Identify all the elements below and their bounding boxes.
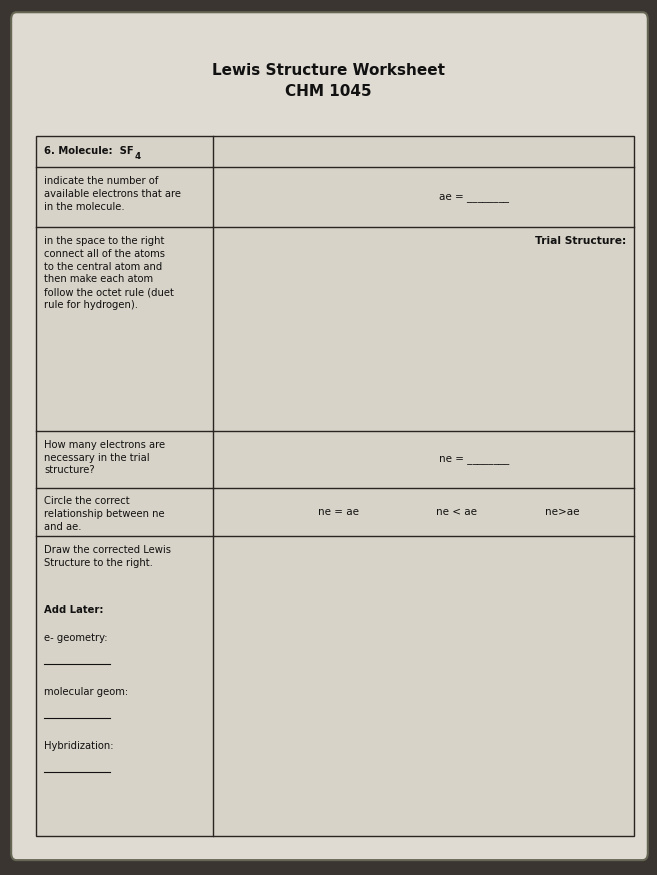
FancyBboxPatch shape xyxy=(11,12,648,860)
Text: ne < ae: ne < ae xyxy=(436,507,478,517)
Text: 6. Molecule:  SF: 6. Molecule: SF xyxy=(44,146,133,157)
Text: ne>ae: ne>ae xyxy=(545,507,579,517)
Text: e- geometry:: e- geometry: xyxy=(44,633,108,643)
Text: How many electrons are
necessary in the trial
structure?: How many electrons are necessary in the … xyxy=(44,440,165,475)
Text: ne = ________: ne = ________ xyxy=(439,454,509,465)
Text: 4: 4 xyxy=(135,152,141,161)
Text: CHM 1045: CHM 1045 xyxy=(285,83,372,99)
Text: Trial Structure:: Trial Structure: xyxy=(535,236,626,246)
Text: Add Later:: Add Later: xyxy=(44,605,104,614)
Text: Lewis Structure Worksheet: Lewis Structure Worksheet xyxy=(212,62,445,78)
Text: in the space to the right
connect all of the atoms
to the central atom and
then : in the space to the right connect all of… xyxy=(44,236,174,310)
Text: Circle the correct
relationship between ne
and ae.: Circle the correct relationship between … xyxy=(44,496,165,532)
Text: molecular geom:: molecular geom: xyxy=(44,687,128,697)
Text: ne = ae: ne = ae xyxy=(319,507,359,517)
Text: ae = ________: ae = ________ xyxy=(439,192,509,202)
Text: Draw the corrected Lewis
Structure to the right.: Draw the corrected Lewis Structure to th… xyxy=(44,545,171,568)
Text: Hybridization:: Hybridization: xyxy=(44,741,114,751)
Text: indicate the number of
available electrons that are
in the molecule.: indicate the number of available electro… xyxy=(44,176,181,212)
Bar xyxy=(36,136,634,836)
